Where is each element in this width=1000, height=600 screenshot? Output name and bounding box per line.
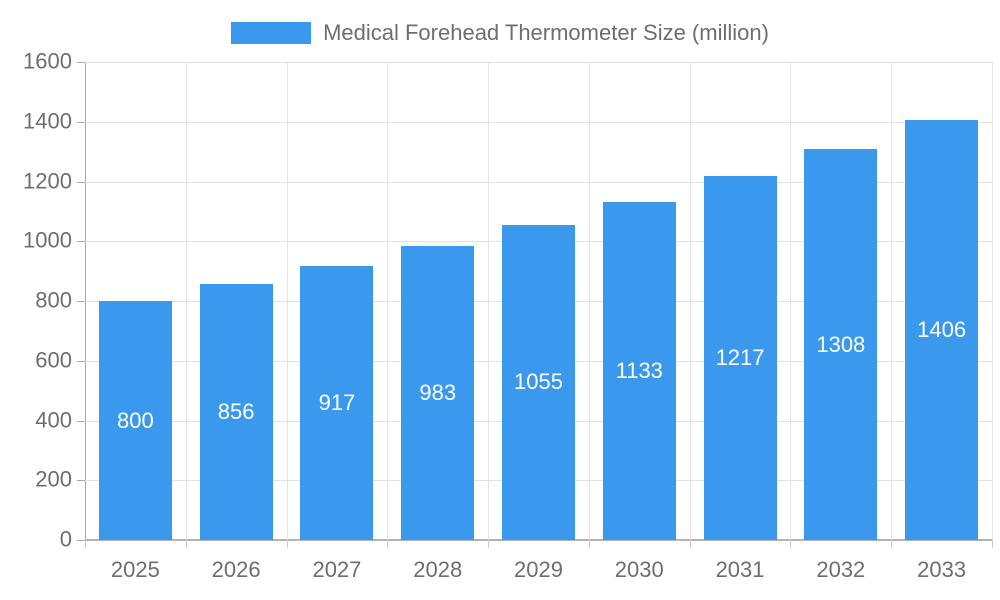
y-tick-mark	[77, 480, 85, 482]
v-gridline	[185, 62, 187, 540]
y-axis-tick-label: 800	[35, 287, 72, 313]
bar-value-label: 1217	[715, 345, 765, 371]
y-axis-tick-label: 0	[59, 526, 72, 552]
bar[interactable]: 1055	[502, 224, 575, 540]
legend-swatch	[231, 22, 312, 44]
y-tick-mark	[77, 181, 85, 183]
y-tick-mark	[77, 121, 85, 123]
y-axis-tick-label: 1200	[23, 167, 72, 193]
x-tick-mark	[85, 540, 86, 548]
bar-value-label: 1055	[514, 369, 563, 395]
legend-item[interactable]: Medical Forehead Thermometer Size (milli…	[0, 20, 1000, 46]
legend-label: Medical Forehead Thermometer Size (milli…	[323, 20, 769, 45]
x-axis-tick-label: 2031	[715, 557, 765, 582]
y-axis-tick-label: 1000	[23, 227, 72, 253]
x-axis-tick-label: 2026	[211, 557, 261, 582]
bar[interactable]: 917	[300, 266, 374, 540]
bar[interactable]: 1133	[602, 201, 676, 540]
v-gridline	[992, 62, 993, 540]
v-gridline	[891, 62, 893, 540]
y-axis-tick-label: 600	[35, 347, 72, 373]
x-axis-tick-label: 2028	[413, 557, 463, 582]
v-gridline	[488, 62, 490, 540]
bar[interactable]: 983	[401, 246, 475, 540]
x-tick-mark	[387, 540, 389, 548]
bar-value-label: 917	[318, 390, 356, 415]
x-axis-tick-label: 2033	[917, 557, 967, 582]
h-gridline	[85, 121, 992, 123]
x-axis-tick-label: 2030	[614, 557, 664, 582]
x-tick-mark	[185, 540, 187, 548]
x-tick-mark	[488, 540, 490, 548]
x-tick-mark	[790, 540, 792, 548]
x-axis-tick-label: 2027	[312, 557, 362, 582]
x-axis-tick-label: 2025	[110, 557, 160, 582]
bar-value-label: 1406	[917, 316, 967, 342]
bar[interactable]: 1406	[905, 119, 979, 540]
h-gridline	[85, 62, 992, 63]
bar-value-label: 1308	[816, 331, 866, 357]
h-gridline	[85, 181, 992, 183]
v-gridline	[689, 62, 691, 540]
v-gridline	[286, 62, 288, 540]
bar-value-label: 983	[419, 380, 457, 406]
y-tick-mark	[77, 540, 85, 541]
bar-value-label: 1133	[615, 357, 663, 383]
bar[interactable]: 856	[199, 284, 273, 540]
y-tick-mark	[77, 360, 85, 362]
v-gridline	[588, 62, 590, 540]
y-axis-tick-label: 400	[35, 406, 72, 432]
bar[interactable]: 1217	[703, 176, 777, 540]
x-tick-mark	[286, 540, 288, 548]
x-tick-mark	[891, 540, 893, 548]
v-gridline	[790, 62, 792, 540]
y-axis-tick-label: 1600	[23, 48, 72, 74]
y-tick-mark	[77, 301, 85, 302]
x-axis-line	[85, 539, 992, 541]
y-tick-mark	[77, 62, 85, 63]
v-gridline	[387, 62, 389, 540]
y-tick-mark	[77, 420, 85, 422]
x-tick-mark	[689, 540, 691, 548]
bar-value-label: 856	[217, 399, 255, 425]
x-tick-mark	[588, 540, 590, 548]
y-axis-tick-label: 1400	[23, 108, 72, 134]
plot-area: 0 200 400 600 800 1000 1200 1400 1600 800 2025 856 2…	[23, 48, 993, 582]
x-axis-tick-label: 2029	[514, 557, 563, 582]
x-tick-mark	[992, 540, 993, 548]
x-axis-tick-label: 2032	[816, 557, 866, 582]
bar[interactable]: 800	[98, 301, 172, 540]
bar[interactable]: 1308	[804, 149, 878, 540]
bar-value-label: 800	[117, 407, 154, 433]
y-tick-mark	[77, 241, 85, 243]
y-axis-tick-label: 200	[35, 466, 72, 492]
